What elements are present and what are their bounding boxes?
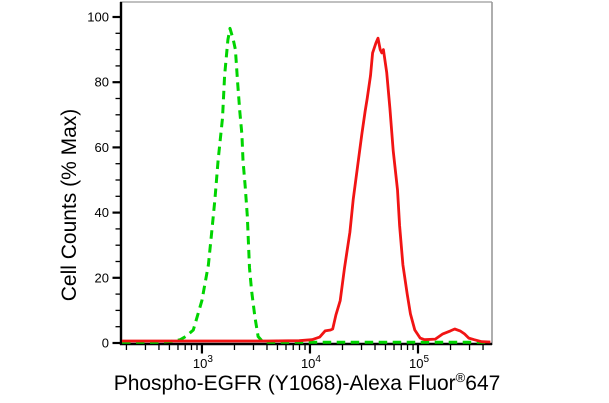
red-solid-curve: [122, 36, 491, 344]
x-axis-title-suffix: 647: [465, 372, 501, 395]
y-tick-label: 60: [95, 140, 109, 155]
x-axis-title-text: Phospho-EGFR (Y1068)-Alexa Fluor: [113, 372, 456, 395]
green-dashed-curve-path: [122, 26, 491, 344]
x-tick-label: 103: [193, 354, 213, 371]
y-tick-label: 100: [87, 10, 109, 25]
x-tick-label: 104: [301, 354, 321, 371]
x-axis: 103 104 105: [125, 345, 484, 371]
green-dashed-curve: [122, 26, 491, 344]
x-axis-title: Phospho-EGFR (Y1068)-Alexa Fluor®647: [7, 370, 607, 396]
x-tick-label: 105: [409, 354, 429, 371]
red-solid-curve-path: [122, 36, 491, 344]
registered-trademark-symbol: ®: [455, 370, 466, 385]
y-tick-label: 20: [95, 270, 109, 285]
y-tick-label: 40: [95, 205, 109, 220]
plot-frame: [119, 1, 493, 346]
y-tick-label: 0: [102, 336, 109, 351]
y-tick-label: 80: [95, 75, 109, 90]
y-axis: 0 20 40 60 80 100: [87, 10, 120, 351]
